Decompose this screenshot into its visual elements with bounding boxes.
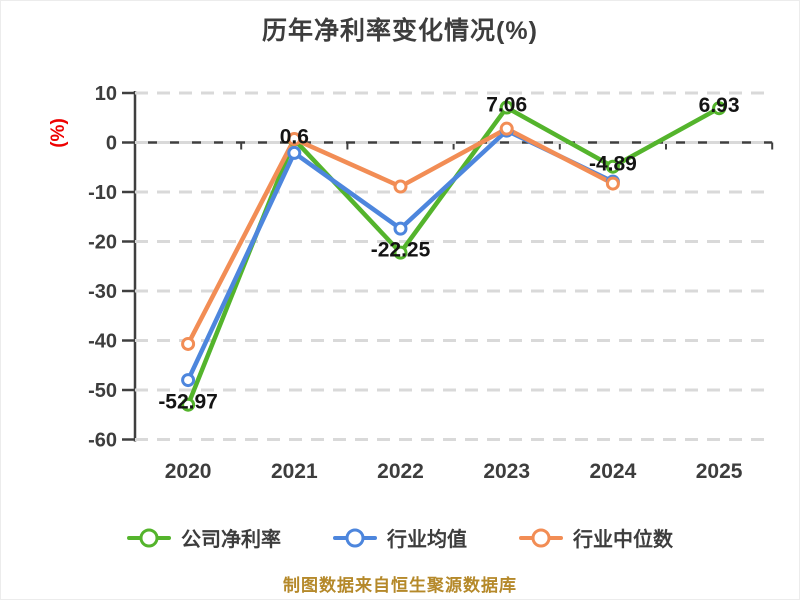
series-line-0 [185, 105, 722, 407]
series-markers-1 [181, 123, 620, 388]
y-tick-label: -40 [88, 331, 117, 353]
y-tick-label: 0 [106, 133, 117, 155]
y-gridlines [135, 91, 773, 441]
legend-marker-blue-icon [333, 527, 377, 549]
data-point[interactable] [393, 179, 408, 194]
data-point[interactable] [393, 245, 408, 260]
data-point-label: 7.06 [486, 94, 527, 117]
data-point-label: 0.6 [280, 126, 309, 149]
chart-legend: 公司净利率 行业均值 行业中位数 [1, 523, 799, 552]
data-point[interactable] [181, 336, 196, 351]
data-point[interactable] [499, 121, 514, 136]
y-tick-label: -30 [88, 281, 117, 303]
series-markers-2 [181, 121, 620, 351]
y-tick-label: -20 [88, 232, 117, 254]
legend-marker-green-icon [127, 527, 171, 549]
legend-label-industry-mean: 行业均值 [387, 529, 467, 551]
y-tick-label: 10 [95, 83, 117, 105]
data-point[interactable] [181, 373, 196, 388]
legend-item-industry-median[interactable]: 行业中位数 [519, 523, 673, 552]
data-point-labels: -52.97 0.6 -22.25 7.06 -4.89 6.93 [158, 94, 739, 414]
x-tick-label: 2024 [590, 460, 637, 483]
chart-title: 历年净利率变化情况(%) [262, 17, 538, 45]
data-point-label: -4.89 [589, 153, 637, 176]
data-point[interactable] [393, 221, 408, 236]
y-tick-label: -10 [88, 182, 117, 204]
data-point[interactable] [605, 159, 620, 174]
data-point[interactable] [712, 101, 727, 116]
data-point-label: -52.97 [158, 391, 218, 414]
x-tick-labels: 2020 2021 2022 2023 2024 2025 [165, 460, 743, 483]
legend-marker-orange-icon [519, 527, 563, 549]
x-tick-label: 2025 [696, 460, 743, 483]
y-tick-label: -50 [88, 380, 117, 402]
x-tick-label: 2023 [483, 460, 530, 483]
data-point-label: 6.93 [699, 94, 740, 117]
legend-label-company-net-margin: 公司净利率 [181, 529, 281, 551]
data-point[interactable] [287, 145, 302, 160]
data-source-note: 制图数据来自恒生聚源数据库 [283, 576, 517, 595]
data-point[interactable] [181, 397, 196, 412]
y-tick-label: -60 [88, 430, 117, 452]
data-point[interactable] [499, 100, 514, 115]
data-point[interactable] [287, 132, 302, 147]
x-tick-label: 2022 [377, 460, 424, 483]
legend-item-company-net-margin[interactable]: 公司净利率 [127, 523, 281, 552]
legend-item-industry-mean[interactable]: 行业均值 [333, 523, 467, 552]
series-line-2 [185, 126, 616, 347]
legend-label-industry-median: 行业中位数 [573, 529, 673, 551]
data-point[interactable] [605, 176, 620, 191]
y-tick-labels: 10 0 -10 -20 -30 -40 -50 -60 [88, 83, 117, 452]
x-tick-label: 2020 [165, 460, 212, 483]
x-tick-label: 2021 [271, 460, 318, 483]
data-point-label: -22.25 [371, 239, 431, 262]
